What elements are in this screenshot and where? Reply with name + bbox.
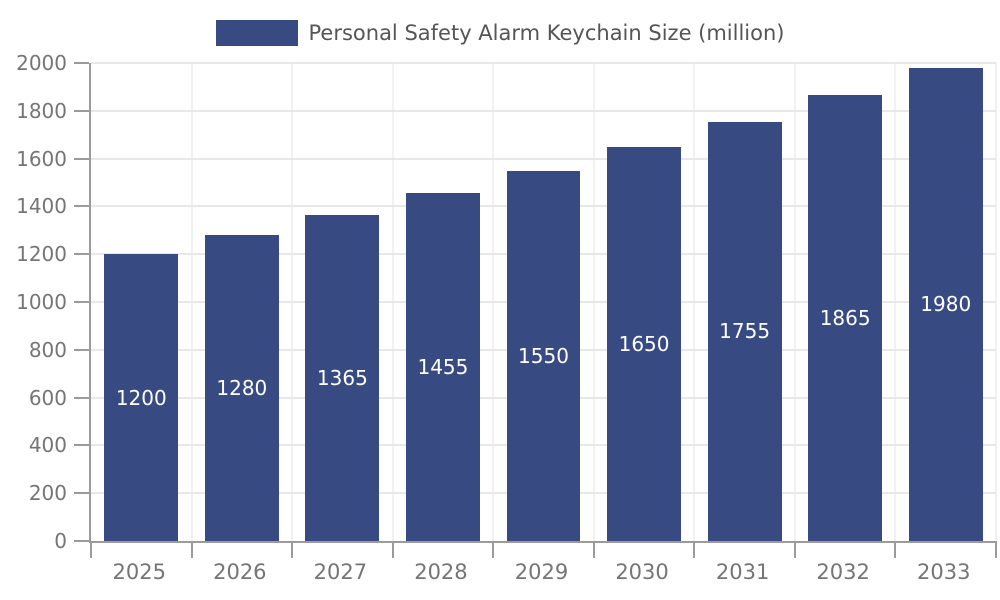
y-tick-label: 1400 — [16, 194, 67, 219]
y-tick-mark — [74, 492, 89, 495]
vertical-gridline — [291, 63, 293, 541]
y-tick-mark — [74, 348, 89, 351]
vertical-gridline — [392, 63, 394, 541]
bar-2033[interactable]: 1980 — [908, 67, 983, 541]
y-tick-mark — [74, 157, 89, 160]
bar-value-label: 1200 — [115, 385, 167, 410]
y-tick-mark — [74, 301, 89, 303]
bars: 1200 1280 1365 1455 1550 1650 1755 1865 1980 — [91, 63, 996, 541]
bar-2028[interactable]: 1455 — [405, 193, 480, 541]
y-tick-mark — [74, 540, 89, 542]
bar-2027[interactable]: 1365 — [305, 214, 380, 541]
x-tick-label: 2026 — [213, 560, 267, 584]
vertical-gridline — [492, 63, 494, 541]
x-axis-ticks — [90, 541, 997, 558]
vertical-gridline — [593, 63, 595, 541]
horizontal-gridline — [91, 157, 996, 160]
x-tick-label: 2028 — [414, 560, 468, 584]
bar-2031[interactable]: 1755 — [707, 121, 782, 541]
vertical-gridline — [995, 63, 997, 541]
bar-2029[interactable]: 1550 — [506, 170, 581, 541]
x-tick-mark — [693, 541, 696, 558]
bar-2026[interactable]: 1280 — [204, 235, 279, 541]
x-tick-mark — [592, 541, 595, 558]
bar-value-label: 1550 — [518, 343, 569, 368]
x-tick-label: 2025 — [112, 560, 166, 584]
y-tick-mark — [74, 62, 89, 64]
bar-value-label: 1365 — [316, 365, 368, 390]
x-tick-label: 2033 — [916, 560, 971, 584]
y-tick-mark — [74, 109, 89, 112]
x-tick-mark — [995, 541, 997, 558]
y-tick-label: 0 — [54, 529, 67, 553]
y-tick-label: 800 — [28, 337, 67, 362]
y-tick-label: 1000 — [16, 290, 67, 314]
vertical-gridline — [794, 63, 796, 541]
y-tick-mark — [74, 253, 89, 256]
x-tick-label: 2030 — [615, 560, 669, 584]
x-tick-mark — [894, 541, 897, 558]
bar-2030[interactable]: 1650 — [607, 146, 681, 541]
bar-2032[interactable]: 1865 — [808, 95, 883, 541]
bar-value-label: 1980 — [920, 292, 972, 317]
bar-2025[interactable]: 1200 — [104, 254, 179, 541]
legend-label: Personal Safety Alarm Keychain Size (mil… — [308, 21, 785, 45]
y-tick-mark — [74, 444, 89, 447]
bar-value-label: 1650 — [618, 331, 670, 356]
y-tick-label: 2000 — [16, 51, 67, 75]
y-tick-label: 1800 — [16, 98, 67, 123]
vertical-gridline — [191, 63, 193, 541]
y-tick-label: 400 — [28, 433, 67, 458]
bar-value-label: 1455 — [417, 355, 469, 380]
bar-value-label: 1865 — [819, 306, 871, 331]
x-tick-mark — [793, 541, 796, 558]
horizontal-gridline — [91, 62, 996, 64]
legend[interactable]: Personal Safety Alarm Keychain Size (mil… — [0, 20, 1000, 46]
legend-swatch[interactable] — [215, 20, 298, 46]
y-tick-mark — [74, 205, 89, 208]
y-tick-label: 1600 — [16, 146, 67, 171]
y-tick-mark — [74, 396, 89, 399]
bar-value-label: 1280 — [216, 376, 268, 401]
x-tick-label: 2032 — [816, 560, 870, 584]
x-axis-labels: 2025 2026 2027 2028 2029 2030 2031 2032 2033 — [89, 560, 994, 590]
x-tick-label: 2031 — [715, 560, 770, 584]
y-tick-label: 1200 — [16, 242, 67, 267]
x-tick-mark — [190, 541, 193, 558]
vertical-gridline — [894, 63, 896, 541]
x-tick-label: 2027 — [313, 560, 368, 584]
x-tick-mark — [391, 541, 394, 558]
x-tick-mark — [90, 541, 92, 558]
y-axis-labels: 0 200 400 600 800 1000 1200 1400 1600 1800 2000 — [0, 53, 67, 551]
horizontal-gridline — [91, 109, 996, 112]
vertical-gridline — [693, 63, 695, 541]
y-tick-label: 600 — [28, 385, 67, 410]
x-tick-mark — [291, 541, 294, 558]
x-tick-label: 2029 — [514, 560, 569, 584]
bar-value-label: 1755 — [719, 319, 771, 344]
plot-area: 1200 1280 1365 1455 1550 1650 1755 1865 1980 — [74, 62, 997, 558]
y-tick-label: 200 — [28, 481, 67, 506]
x-tick-mark — [492, 541, 495, 558]
